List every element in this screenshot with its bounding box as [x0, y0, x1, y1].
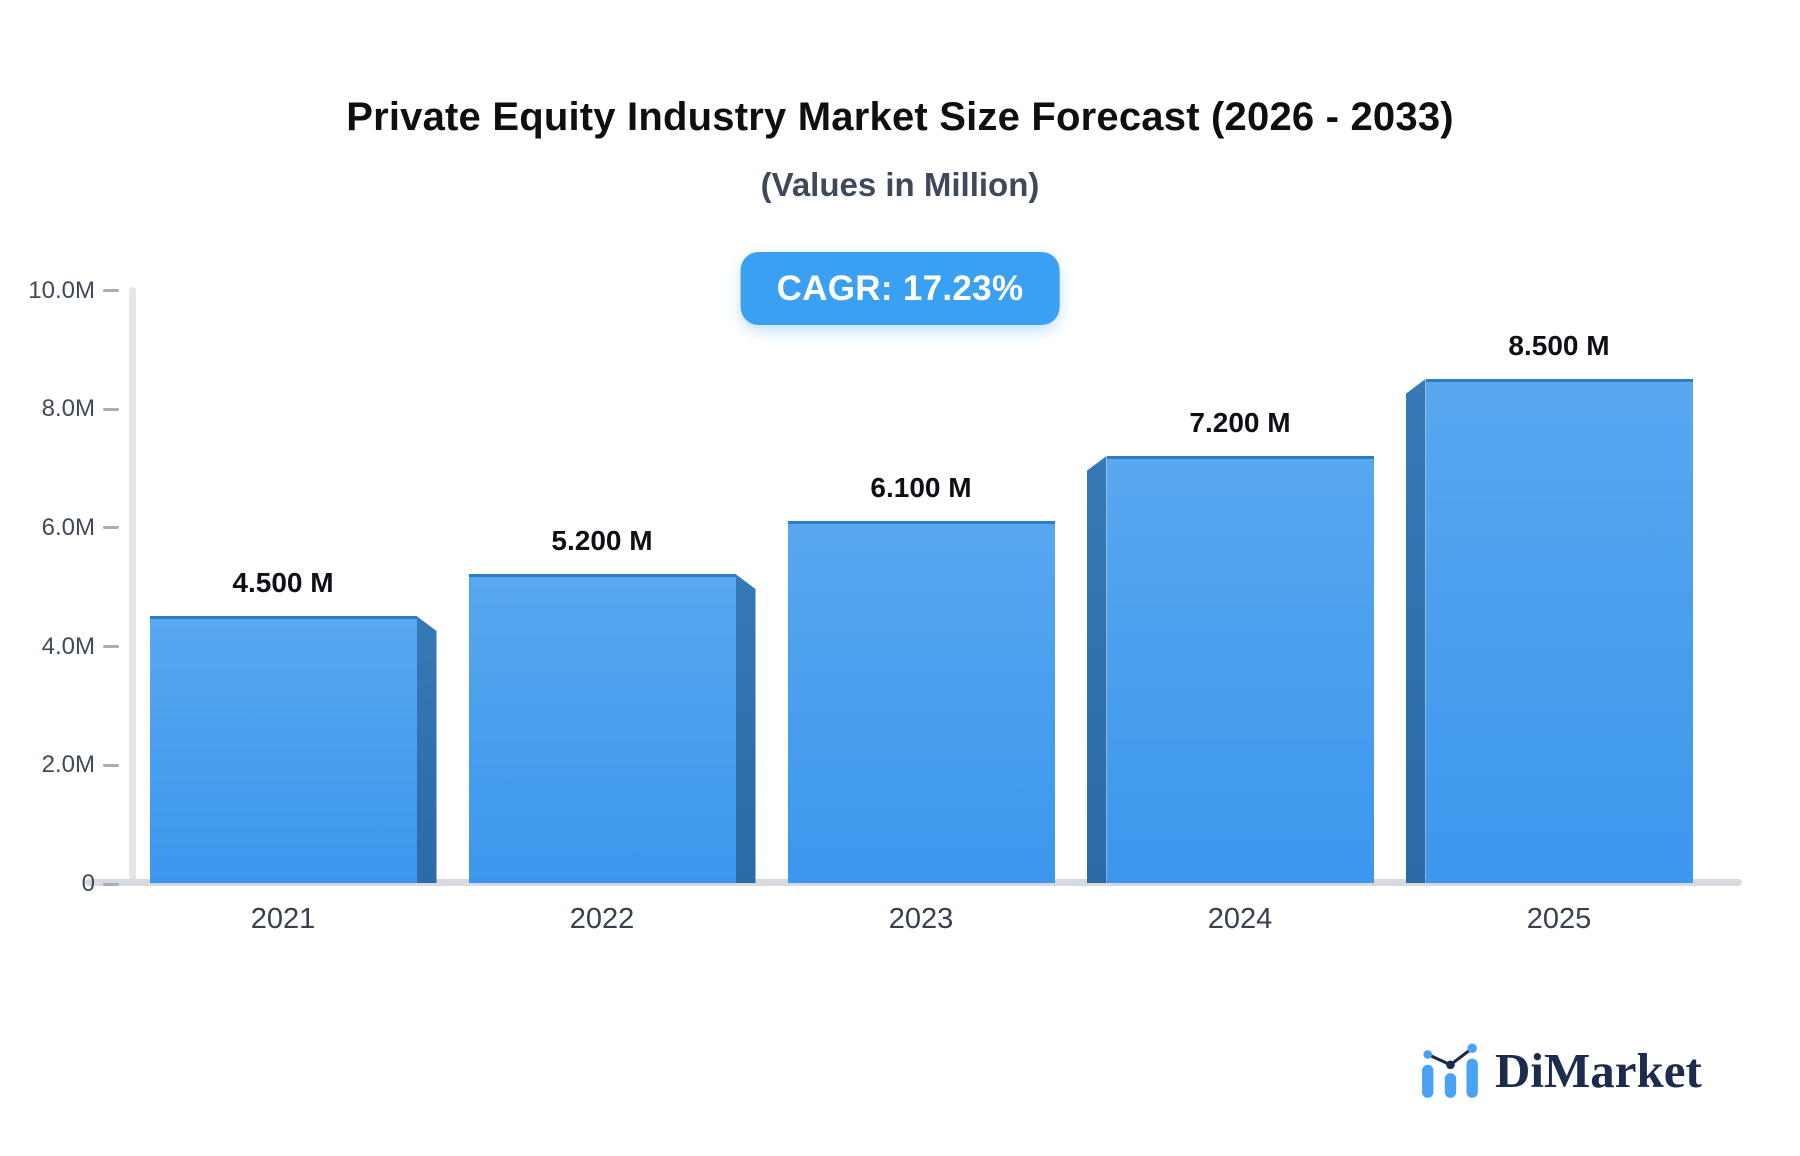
y-axis-tick-mark [103, 407, 119, 411]
chart-title: Private Equity Industry Market Size Fore… [346, 95, 1454, 139]
bar-3d-side [735, 574, 756, 883]
y-axis-tick-mark [103, 763, 119, 767]
bar [1106, 456, 1374, 883]
bar [1425, 379, 1693, 883]
bar-3d-side [1405, 379, 1426, 883]
y-axis-tick-mark [103, 526, 119, 530]
y-axis-tick-label: 6.0M [41, 513, 95, 541]
x-axis-category-label: 2024 [1207, 903, 1273, 935]
bar-3d-side [416, 616, 437, 883]
bar-3d-side [1086, 456, 1107, 883]
y-axis-tick-label: 0 [81, 870, 95, 897]
brand-logo: DiMarket [1420, 1040, 1702, 1102]
bar-value-label: 8.500 M [1508, 330, 1610, 361]
y-axis-tick-mark [103, 289, 119, 292]
y-axis-tick-label: 2.0M [41, 751, 95, 779]
x-axis-category-label: 2021 [250, 903, 316, 935]
bar-value-label: 4.500 M [232, 567, 334, 598]
y-axis-line [129, 287, 136, 884]
x-axis-category-label: 2022 [569, 903, 635, 935]
y-axis-tick-label: 10.0M [28, 276, 95, 304]
x-axis-category-label: 2023 [888, 903, 954, 935]
chart-subtitle: (Values in Million) [760, 166, 1040, 203]
cagr-badge: CAGR: 17.23% [740, 252, 1060, 325]
bar-value-label: 5.200 M [551, 525, 653, 556]
bar [149, 616, 417, 883]
y-axis-tick-label: 4.0M [41, 632, 95, 660]
brand-logo-text: DiMarket [1495, 1043, 1702, 1098]
y-axis-tick-label: 8.0M [41, 395, 95, 423]
y-axis-tick-mark [103, 645, 119, 649]
bar [787, 521, 1055, 883]
bar [468, 574, 736, 883]
brand-logo-icon [1422, 1043, 1478, 1098]
bar-value-label: 7.200 M [1189, 407, 1291, 438]
y-axis-tick-mark [103, 882, 119, 886]
x-axis-category-label: 2025 [1526, 903, 1592, 935]
bar-value-label: 6.100 M [870, 472, 972, 503]
